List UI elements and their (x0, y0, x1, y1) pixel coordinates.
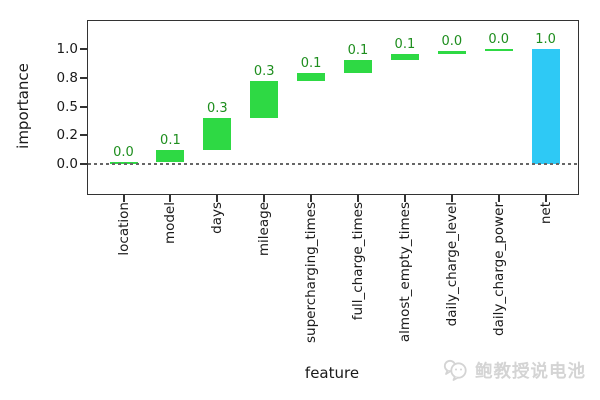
x-tick-label-model: model (162, 202, 179, 245)
waterfall-bar-model (156, 150, 185, 162)
y-tick-label-4: 0.0 (56, 156, 78, 173)
waterfall-bar-days (203, 118, 232, 151)
x-tick-mark (544, 195, 547, 202)
x-tick-label-daily_charge_power: daily_charge_power (490, 202, 507, 336)
bar-value-label-almost_empty_times: 0.1 (394, 37, 416, 53)
waterfall-bar-full_charge_times (344, 60, 372, 74)
x-tick-label-almost_empty_times: almost_empty_times (396, 202, 413, 343)
waterfall-bar-almost_empty_times (390, 54, 419, 61)
x-tick-label-supercharging_times: supercharging_times (303, 202, 320, 344)
x-tick-label-full_charge_times: full_charge_times (350, 202, 366, 321)
bar-value-label-location: 0.0 (113, 144, 134, 160)
x-tick-label-days: days (209, 202, 226, 234)
zero-dashed-line (88, 163, 577, 165)
y-tick-label-3: 0.2 (56, 127, 78, 144)
waterfall-bar-net (531, 48, 560, 165)
x-tick-label-mileage: mileage (256, 202, 273, 257)
y-tick-label-2: 0.5 (56, 98, 78, 115)
y-tick-mark (80, 76, 87, 79)
waterfall-bar-mileage (250, 81, 279, 119)
x-tick-mark (403, 195, 406, 202)
bar-value-label-model: 0.1 (160, 133, 181, 149)
x-tick-mark (497, 195, 500, 202)
bar-value-label-net: 1.0 (535, 31, 556, 47)
watermark: 鲍教授说电池 (442, 356, 586, 384)
y-tick-mark (80, 105, 87, 108)
x-tick-label-location: location (115, 202, 132, 256)
x-tick-mark (169, 195, 172, 202)
x-tick-mark (122, 195, 125, 202)
y-tick-label-1: 0.8 (56, 69, 78, 86)
watermark-text: 鲍教授说电池 (475, 361, 586, 382)
bar-value-label-mileage: 0.3 (253, 64, 275, 80)
bar-value-label-supercharging_times: 0.1 (300, 56, 322, 72)
waterfall-bar-location (109, 161, 138, 165)
x-tick-mark (263, 195, 266, 202)
x-tick-label-daily_charge_level: daily_charge_level (443, 202, 460, 327)
bar-value-label-daily_charge_level: 0.0 (441, 33, 463, 49)
x-tick-mark (216, 195, 219, 202)
wechat-bubbles-icon (442, 356, 470, 384)
x-tick-mark (357, 195, 359, 202)
x-axis-label: feature (304, 364, 360, 382)
x-tick-mark (310, 195, 313, 202)
x-tick-label-net: net (537, 202, 554, 225)
y-tick-mark (80, 134, 87, 137)
bar-value-label-daily_charge_power: 0.0 (488, 31, 510, 47)
y-tick-label-0: 1.0 (56, 40, 78, 57)
waterfall-bar-daily_charge_level (437, 50, 466, 55)
waterfall-bar-supercharging_times (297, 73, 326, 82)
bar-value-label-full_charge_times: 0.1 (347, 43, 369, 59)
x-tick-mark (450, 195, 453, 202)
waterfall-bar-daily_charge_power (484, 48, 513, 51)
bar-value-label-days: 0.3 (206, 101, 228, 117)
y-tick-mark (80, 163, 87, 166)
y-tick-mark (80, 47, 87, 50)
y-axis-label: importance (14, 63, 32, 149)
